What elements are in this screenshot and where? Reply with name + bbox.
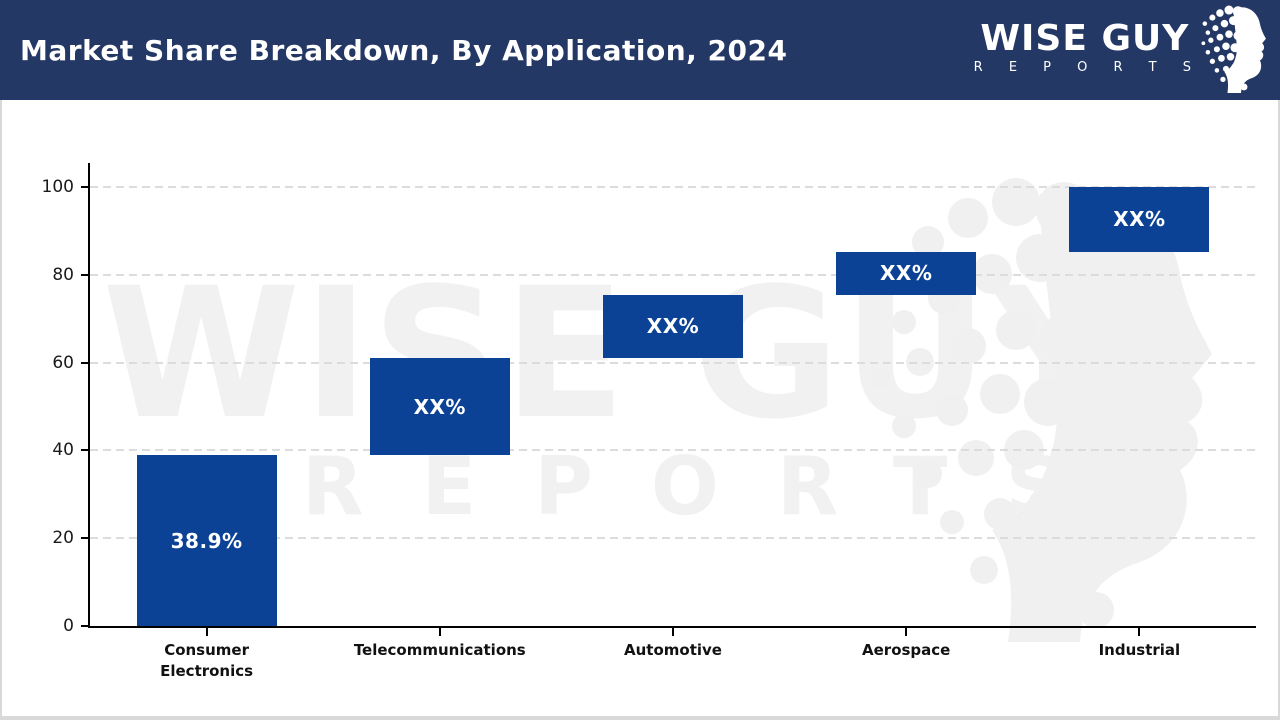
y-axis-line xyxy=(88,163,90,628)
x-tick-label: Automotive xyxy=(624,641,722,659)
plot-area: 0 20 40 60 80 100 38.9% Consumer Electronics XX%… xyxy=(2,100,1278,716)
x-tick-label: Aerospace xyxy=(862,641,951,659)
y-gridline xyxy=(90,273,1256,276)
y-tick-label: 100 xyxy=(41,177,74,197)
y-tick-mark xyxy=(81,537,90,540)
y-gridline xyxy=(90,361,1256,364)
bar-segment: XX% xyxy=(1069,187,1210,252)
bar-value-label: 38.9% xyxy=(170,528,243,553)
bar-segment: XX% xyxy=(369,358,510,456)
y-gridline xyxy=(90,449,1256,452)
y-tick-mark xyxy=(81,449,90,452)
bar-value-label: XX% xyxy=(413,394,466,419)
logo-text: WISE GUY R E P O R T S xyxy=(968,18,1202,76)
y-gridline xyxy=(90,537,1256,540)
y-tick-mark xyxy=(81,186,90,188)
y-tick-label: 0 xyxy=(63,616,74,636)
x-tick-label: Telecommunications xyxy=(353,641,526,659)
x-tick-label: Industrial xyxy=(1098,641,1181,659)
logo-subtitle: R E P O R T S xyxy=(973,60,1202,75)
bar-segment: 38.9% xyxy=(136,455,277,626)
chart-area: WISE GUY REPORTS 0 20 40 60 80 100 38.9% Consum… xyxy=(0,100,1280,720)
bar-value-label: XX% xyxy=(879,261,933,286)
y-tick-mark xyxy=(81,361,90,364)
x-tick-mark xyxy=(205,628,208,636)
logo-wordmark: WISE GUY xyxy=(980,18,1190,59)
bar-value-label: XX% xyxy=(646,314,700,339)
x-tick-label: Consumer Electronics xyxy=(160,641,254,680)
bar-value-label: XX% xyxy=(1113,207,1166,232)
x-tick-mark xyxy=(438,628,441,636)
y-tick-label: 40 xyxy=(52,440,74,461)
x-tick-mark xyxy=(1138,628,1141,636)
y-tick-mark xyxy=(81,625,90,627)
bar-segment: XX% xyxy=(836,251,977,295)
y-gridline xyxy=(90,186,1256,188)
dotted-head-icon xyxy=(1194,4,1270,100)
header-band: Market Share Breakdown, By Application, … xyxy=(0,0,1280,100)
wise-guy-reports-logo: WISE GUY R E P O R T S xyxy=(974,0,1272,100)
chart-title: Market Share Breakdown, By Application, … xyxy=(20,33,788,67)
x-axis-line xyxy=(88,626,1256,628)
x-tick-mark xyxy=(905,628,908,636)
y-tick-label: 80 xyxy=(52,264,74,285)
x-tick-mark xyxy=(672,628,674,636)
y-tick-mark xyxy=(81,273,90,276)
y-tick-label: 20 xyxy=(52,528,74,549)
bar-segment: XX% xyxy=(603,294,743,359)
y-tick-label: 60 xyxy=(52,352,74,373)
